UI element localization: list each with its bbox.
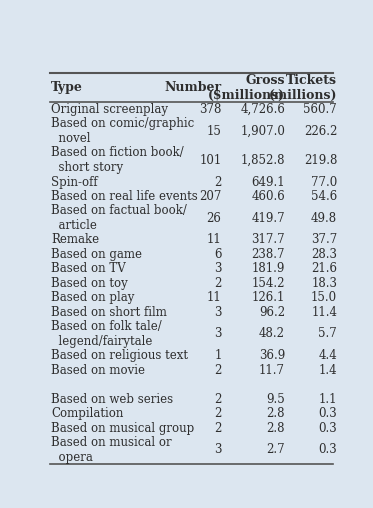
Text: 207: 207 (199, 190, 222, 203)
Text: 378: 378 (199, 103, 222, 116)
Text: 2.8: 2.8 (267, 422, 285, 434)
Text: 26: 26 (207, 212, 222, 225)
Text: 649.1: 649.1 (251, 176, 285, 188)
Text: 4.4: 4.4 (319, 349, 337, 362)
Text: 317.7: 317.7 (251, 233, 285, 246)
Text: 460.6: 460.6 (251, 190, 285, 203)
Text: Based on musical group: Based on musical group (51, 422, 194, 434)
Text: 11.7: 11.7 (259, 364, 285, 376)
Text: Based on play: Based on play (51, 291, 134, 304)
Text: 21.6: 21.6 (311, 262, 337, 275)
Text: Based on web series: Based on web series (51, 393, 173, 405)
Text: Number: Number (164, 81, 222, 94)
Text: 226.2: 226.2 (304, 125, 337, 138)
Text: 49.8: 49.8 (311, 212, 337, 225)
Text: Based on fiction book/
  short story: Based on fiction book/ short story (51, 146, 184, 174)
Text: Tickets
(millions): Tickets (millions) (269, 74, 337, 102)
Text: 0.3: 0.3 (319, 407, 337, 420)
Text: Based on movie: Based on movie (51, 364, 145, 376)
Text: 2: 2 (214, 422, 222, 434)
Text: 181.9: 181.9 (252, 262, 285, 275)
Text: 11: 11 (207, 233, 222, 246)
Text: 6: 6 (214, 248, 222, 261)
Text: Type: Type (51, 81, 83, 94)
Text: 4,726.6: 4,726.6 (240, 103, 285, 116)
Text: 54.6: 54.6 (311, 190, 337, 203)
Text: 1.4: 1.4 (319, 364, 337, 376)
Text: 238.7: 238.7 (252, 248, 285, 261)
Text: Based on real life events: Based on real life events (51, 190, 198, 203)
Text: 48.2: 48.2 (259, 328, 285, 340)
Text: 2: 2 (214, 393, 222, 405)
Text: 5.7: 5.7 (319, 328, 337, 340)
Text: Compilation: Compilation (51, 407, 123, 420)
Text: 1.1: 1.1 (319, 393, 337, 405)
Text: Based on TV: Based on TV (51, 262, 126, 275)
Text: Original screenplay: Original screenplay (51, 103, 168, 116)
Text: Based on game: Based on game (51, 248, 142, 261)
Text: 101: 101 (199, 154, 222, 167)
Text: 2.7: 2.7 (266, 443, 285, 456)
Text: Spin-off: Spin-off (51, 176, 98, 188)
Text: 560.7: 560.7 (303, 103, 337, 116)
Text: 154.2: 154.2 (252, 277, 285, 290)
Text: 28.3: 28.3 (311, 248, 337, 261)
Text: Based on comic/graphic
  novel: Based on comic/graphic novel (51, 117, 194, 145)
Text: 2.8: 2.8 (267, 407, 285, 420)
Text: Based on short film: Based on short film (51, 306, 167, 319)
Text: 11.4: 11.4 (311, 306, 337, 319)
Text: 15: 15 (207, 125, 222, 138)
Text: Based on folk tale/
  legend/fairytale: Based on folk tale/ legend/fairytale (51, 320, 162, 348)
Text: 1,852.8: 1,852.8 (241, 154, 285, 167)
Text: 36.9: 36.9 (259, 349, 285, 362)
Text: 37.7: 37.7 (311, 233, 337, 246)
Text: Based on toy: Based on toy (51, 277, 128, 290)
Text: 15.0: 15.0 (311, 291, 337, 304)
Text: 419.7: 419.7 (251, 212, 285, 225)
Text: 2: 2 (214, 277, 222, 290)
Text: 9.5: 9.5 (266, 393, 285, 405)
Text: 3: 3 (214, 328, 222, 340)
Text: 3: 3 (214, 443, 222, 456)
Text: 11: 11 (207, 291, 222, 304)
Text: 126.1: 126.1 (252, 291, 285, 304)
Text: Gross
($millions): Gross ($millions) (208, 74, 285, 102)
Text: 18.3: 18.3 (311, 277, 337, 290)
Text: 2: 2 (214, 176, 222, 188)
Text: 96.2: 96.2 (259, 306, 285, 319)
Text: 3: 3 (214, 306, 222, 319)
Text: Remake: Remake (51, 233, 99, 246)
Text: 1,907.0: 1,907.0 (240, 125, 285, 138)
Text: 0.3: 0.3 (319, 443, 337, 456)
Text: Based on musical or
  opera: Based on musical or opera (51, 436, 172, 464)
Text: 2: 2 (214, 364, 222, 376)
Text: 2: 2 (214, 407, 222, 420)
Text: 77.0: 77.0 (311, 176, 337, 188)
Text: 1: 1 (214, 349, 222, 362)
Text: Based on religious text: Based on religious text (51, 349, 188, 362)
Text: 0.3: 0.3 (319, 422, 337, 434)
Text: 3: 3 (214, 262, 222, 275)
Text: 219.8: 219.8 (304, 154, 337, 167)
Text: Based on factual book/
  article: Based on factual book/ article (51, 204, 187, 232)
